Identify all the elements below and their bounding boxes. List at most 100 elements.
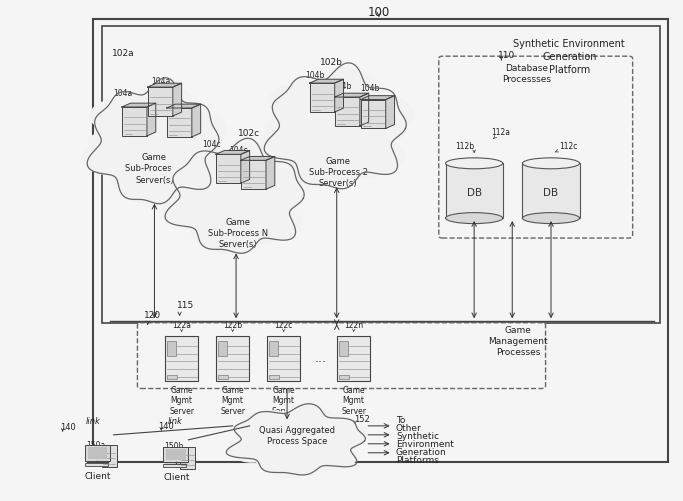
Text: Platforms: Platforms — [396, 456, 438, 465]
Polygon shape — [309, 79, 344, 83]
Ellipse shape — [234, 230, 255, 243]
Bar — [163, 464, 186, 467]
Ellipse shape — [237, 412, 283, 439]
Ellipse shape — [117, 168, 176, 203]
Text: Game
Sub-Process 1
Server(s): Game Sub-Process 1 Server(s) — [125, 153, 184, 184]
Bar — [87, 447, 107, 458]
Ellipse shape — [329, 431, 362, 450]
Text: 140: 140 — [61, 423, 76, 432]
Ellipse shape — [333, 164, 357, 178]
Ellipse shape — [344, 138, 405, 174]
Ellipse shape — [108, 164, 131, 178]
Ellipse shape — [110, 94, 153, 119]
Ellipse shape — [296, 459, 315, 470]
Polygon shape — [173, 83, 182, 116]
Text: Synthetic Environment
Generation
Platform: Synthetic Environment Generation Platfor… — [514, 39, 625, 75]
Ellipse shape — [251, 451, 269, 462]
Ellipse shape — [262, 166, 285, 180]
Ellipse shape — [314, 68, 376, 104]
Ellipse shape — [100, 122, 123, 135]
Text: 122c: 122c — [275, 321, 293, 330]
Text: 152: 152 — [354, 415, 370, 424]
Text: 115: 115 — [177, 301, 194, 310]
Ellipse shape — [245, 206, 302, 240]
Text: 104b: 104b — [333, 82, 352, 91]
Polygon shape — [148, 83, 182, 87]
Bar — [269, 375, 279, 379]
Bar — [148, 87, 173, 116]
Ellipse shape — [445, 158, 503, 169]
Text: 102b: 102b — [320, 58, 343, 67]
Polygon shape — [335, 93, 369, 97]
Ellipse shape — [522, 158, 580, 169]
Ellipse shape — [240, 152, 281, 176]
Ellipse shape — [89, 98, 149, 133]
Bar — [93, 19, 668, 462]
FancyBboxPatch shape — [137, 323, 546, 388]
Ellipse shape — [339, 152, 384, 179]
Text: 122n: 122n — [344, 321, 363, 330]
Bar — [219, 341, 227, 356]
Ellipse shape — [260, 125, 321, 161]
Text: Game
Management
Processes: Game Management Processes — [488, 326, 548, 357]
Polygon shape — [167, 104, 201, 108]
Text: 102c: 102c — [238, 129, 260, 138]
Polygon shape — [147, 103, 156, 136]
Ellipse shape — [268, 83, 330, 119]
Bar — [309, 83, 335, 112]
Ellipse shape — [363, 94, 387, 108]
Ellipse shape — [156, 94, 199, 119]
Text: 104a: 104a — [113, 89, 133, 98]
Text: 140: 140 — [158, 422, 173, 431]
Bar — [361, 100, 386, 128]
Ellipse shape — [334, 444, 352, 454]
Bar — [85, 445, 110, 460]
Polygon shape — [241, 156, 275, 160]
Text: 104c: 104c — [229, 146, 248, 155]
Text: Client: Client — [164, 473, 190, 482]
Ellipse shape — [191, 152, 233, 176]
Ellipse shape — [320, 419, 366, 446]
Ellipse shape — [305, 452, 339, 472]
Text: link: link — [167, 417, 182, 426]
Text: DB: DB — [466, 188, 482, 198]
Text: 110: 110 — [498, 51, 515, 60]
Ellipse shape — [290, 78, 334, 104]
Bar — [216, 154, 241, 183]
Ellipse shape — [316, 79, 340, 93]
Bar — [167, 108, 192, 137]
Polygon shape — [122, 103, 156, 107]
Text: 120: 120 — [144, 311, 161, 320]
Text: 112c: 112c — [559, 142, 578, 151]
Text: Quasi Aggregated
Process Space: Quasi Aggregated Process Space — [260, 426, 335, 446]
Ellipse shape — [290, 152, 335, 179]
Ellipse shape — [264, 186, 305, 210]
Ellipse shape — [242, 427, 261, 438]
Bar — [339, 341, 348, 356]
Ellipse shape — [133, 84, 193, 119]
Bar — [167, 375, 177, 379]
Text: 150b: 150b — [165, 442, 184, 451]
Ellipse shape — [253, 168, 311, 202]
Text: 104c: 104c — [202, 140, 221, 149]
Ellipse shape — [110, 168, 153, 193]
Ellipse shape — [111, 103, 197, 183]
Ellipse shape — [298, 153, 359, 189]
Text: Environment: Environment — [396, 440, 454, 449]
Ellipse shape — [311, 443, 357, 470]
Text: To: To — [396, 416, 405, 425]
Text: 104b: 104b — [361, 84, 380, 93]
Ellipse shape — [339, 79, 383, 104]
Polygon shape — [192, 104, 201, 137]
Ellipse shape — [282, 403, 329, 430]
Bar — [522, 163, 580, 218]
Bar — [166, 449, 186, 460]
Bar — [85, 462, 108, 466]
Ellipse shape — [215, 142, 274, 177]
Text: link: link — [86, 417, 100, 426]
Ellipse shape — [167, 186, 208, 210]
Ellipse shape — [217, 153, 239, 166]
Ellipse shape — [365, 116, 408, 141]
Ellipse shape — [232, 431, 266, 450]
Ellipse shape — [156, 168, 199, 193]
